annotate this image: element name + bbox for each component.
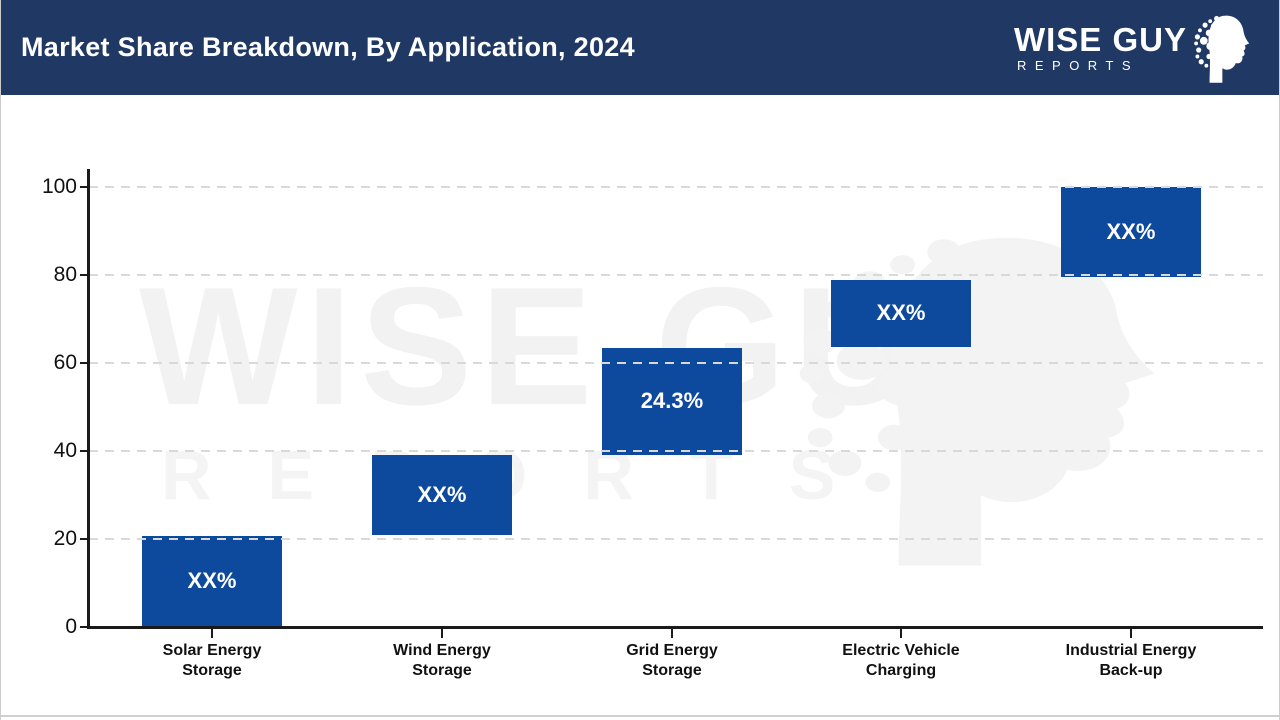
x-category-label-line: Industrial Energy (1065, 642, 1197, 659)
y-tick-label-60: 60 (53, 351, 77, 374)
gridline-80 (89, 274, 1263, 276)
y-tick-label-0: 0 (65, 615, 77, 638)
x-category-label-line: Solar Energy (162, 642, 262, 659)
bar-electric-vehicle-charging: XX% (831, 279, 971, 348)
x-category-label-line: Charging (865, 662, 937, 679)
x-category-label-line: Electric Vehicle (842, 642, 960, 659)
logo-wordmark-line2: REPORTS (1016, 58, 1140, 73)
x-tick-solar-energy-storage (211, 629, 213, 638)
x-category-label-line: Storage (182, 662, 242, 679)
y-tick-40 (80, 450, 89, 452)
bar-value-label-wind-energy-storage: XX% (417, 481, 467, 507)
x-category-label-line: Wind Energy (393, 642, 491, 659)
y-tick-label-40: 40 (53, 439, 77, 462)
x-category-label-line: Storage (412, 662, 472, 679)
bar-industrial-energy-back-up: XX% (1061, 187, 1201, 278)
gridline-60 (89, 362, 1263, 364)
x-category-label-solar-energy-storage: Solar Energy Storage (102, 641, 322, 681)
y-tick-60 (80, 362, 89, 364)
y-tick-80 (80, 274, 89, 276)
x-tick-wind-energy-storage (441, 629, 443, 638)
y-axis (87, 169, 90, 629)
y-tick-100 (80, 186, 89, 188)
x-category-label-line: Back-up (1099, 662, 1163, 679)
x-category-label-industrial-energy-back-up: Industrial Energy Back-up (1021, 641, 1241, 681)
bar-wind-energy-storage: XX% (372, 454, 512, 536)
x-category-label-wind-energy-storage: Wind Energy Storage (332, 641, 552, 681)
header-bar: Market Share Breakdown, By Application, … (1, 0, 1279, 95)
x-tick-grid-energy-storage (671, 629, 673, 638)
bar-solar-energy-storage: XX% (142, 535, 282, 627)
gridline-20 (89, 538, 1263, 540)
bar-value-label-electric-vehicle-charging: XX% (876, 300, 926, 326)
x-tick-electric-vehicle-charging (900, 629, 902, 638)
bar-value-label-industrial-energy-back-up: XX% (1106, 219, 1156, 245)
y-tick-20 (80, 538, 89, 540)
gridline-100 (89, 186, 1263, 188)
wise-guy-head-icon (1194, 15, 1250, 83)
gridline-40 (89, 450, 1263, 452)
x-category-label-grid-energy-storage: Grid Energy Storage (562, 641, 782, 681)
logo-wordmark: WISE GUY REPORTS (1014, 23, 1187, 72)
y-tick-0 (80, 626, 89, 628)
x-category-label-line: Storage (642, 662, 702, 679)
x-axis (87, 626, 1263, 629)
x-tick-industrial-energy-back-up (1130, 629, 1132, 638)
y-tick-label-100: 100 (41, 175, 77, 198)
wise-guy-logo: WISE GUY REPORTS (1014, 12, 1255, 84)
chart-title: Market Share Breakdown, By Application, … (21, 32, 635, 62)
bar-value-label-grid-energy-storage: 24.3% (640, 388, 704, 414)
bottom-border (1, 715, 1279, 717)
logo-wordmark-line1: WISE GUY (1013, 21, 1187, 58)
x-category-label-line: Grid Energy (626, 642, 718, 659)
bar-value-label-solar-energy-storage: XX% (187, 568, 237, 594)
y-tick-label-80: 80 (53, 263, 77, 286)
bar-grid-energy-storage: 24.3% (602, 347, 742, 455)
x-category-label-electric-vehicle-charging: Electric Vehicle Charging (791, 641, 1011, 681)
y-tick-label-20: 20 (53, 527, 77, 550)
